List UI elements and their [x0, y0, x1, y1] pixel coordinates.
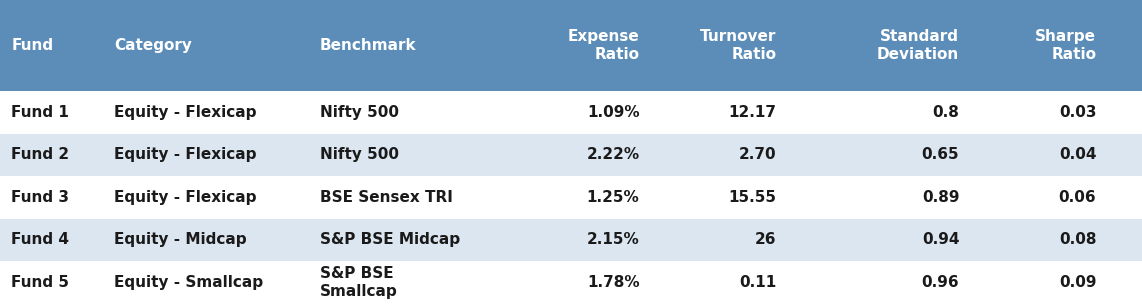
Bar: [0, 219, 1142, 261]
Text: Expense
Ratio: Expense Ratio: [568, 29, 640, 62]
Bar: [0, 133, 1142, 176]
Text: Equity - Flexicap: Equity - Flexicap: [114, 147, 257, 162]
Text: 1.25%: 1.25%: [587, 190, 640, 205]
Text: Category: Category: [114, 38, 192, 53]
Text: 2.15%: 2.15%: [587, 232, 640, 247]
Text: Fund 3: Fund 3: [11, 190, 70, 205]
Text: 15.55: 15.55: [729, 190, 777, 205]
Text: Nifty 500: Nifty 500: [320, 105, 399, 120]
Text: Fund 1: Fund 1: [11, 105, 70, 120]
Text: Benchmark: Benchmark: [320, 38, 417, 53]
Text: 2.22%: 2.22%: [586, 147, 640, 162]
Text: 0.65: 0.65: [922, 147, 959, 162]
Text: 0.09: 0.09: [1059, 275, 1096, 290]
Text: 26: 26: [755, 232, 777, 247]
Text: Fund 5: Fund 5: [11, 275, 70, 290]
Text: 0.94: 0.94: [922, 232, 959, 247]
Text: S&P BSE Midcap: S&P BSE Midcap: [320, 232, 460, 247]
Text: Nifty 500: Nifty 500: [320, 147, 399, 162]
Text: 12.17: 12.17: [729, 105, 777, 120]
Text: BSE Sensex TRI: BSE Sensex TRI: [320, 190, 452, 205]
Text: Equity - Smallcap: Equity - Smallcap: [114, 275, 264, 290]
Text: Fund 4: Fund 4: [11, 232, 70, 247]
Text: 2.70: 2.70: [739, 147, 777, 162]
Text: Standard
Deviation: Standard Deviation: [877, 29, 959, 62]
Text: 0.03: 0.03: [1059, 105, 1096, 120]
Text: Fund 2: Fund 2: [11, 147, 70, 162]
Bar: [0, 261, 1142, 304]
Bar: [0, 176, 1142, 219]
Text: Sharpe
Ratio: Sharpe Ratio: [1036, 29, 1096, 62]
Text: 1.78%: 1.78%: [587, 275, 640, 290]
Text: 0.04: 0.04: [1059, 147, 1096, 162]
Text: 0.08: 0.08: [1059, 232, 1096, 247]
Text: Equity - Midcap: Equity - Midcap: [114, 232, 247, 247]
Text: Fund: Fund: [11, 38, 54, 53]
Text: 0.06: 0.06: [1059, 190, 1096, 205]
Text: 0.89: 0.89: [922, 190, 959, 205]
Text: Equity - Flexicap: Equity - Flexicap: [114, 105, 257, 120]
Bar: [0, 0, 1142, 91]
Text: 0.11: 0.11: [739, 275, 777, 290]
Bar: [0, 91, 1142, 133]
Text: 1.09%: 1.09%: [587, 105, 640, 120]
Text: 0.96: 0.96: [922, 275, 959, 290]
Text: 0.8: 0.8: [932, 105, 959, 120]
Text: Equity - Flexicap: Equity - Flexicap: [114, 190, 257, 205]
Text: S&P BSE
Smallcap: S&P BSE Smallcap: [320, 265, 397, 299]
Text: Turnover
Ratio: Turnover Ratio: [700, 29, 777, 62]
